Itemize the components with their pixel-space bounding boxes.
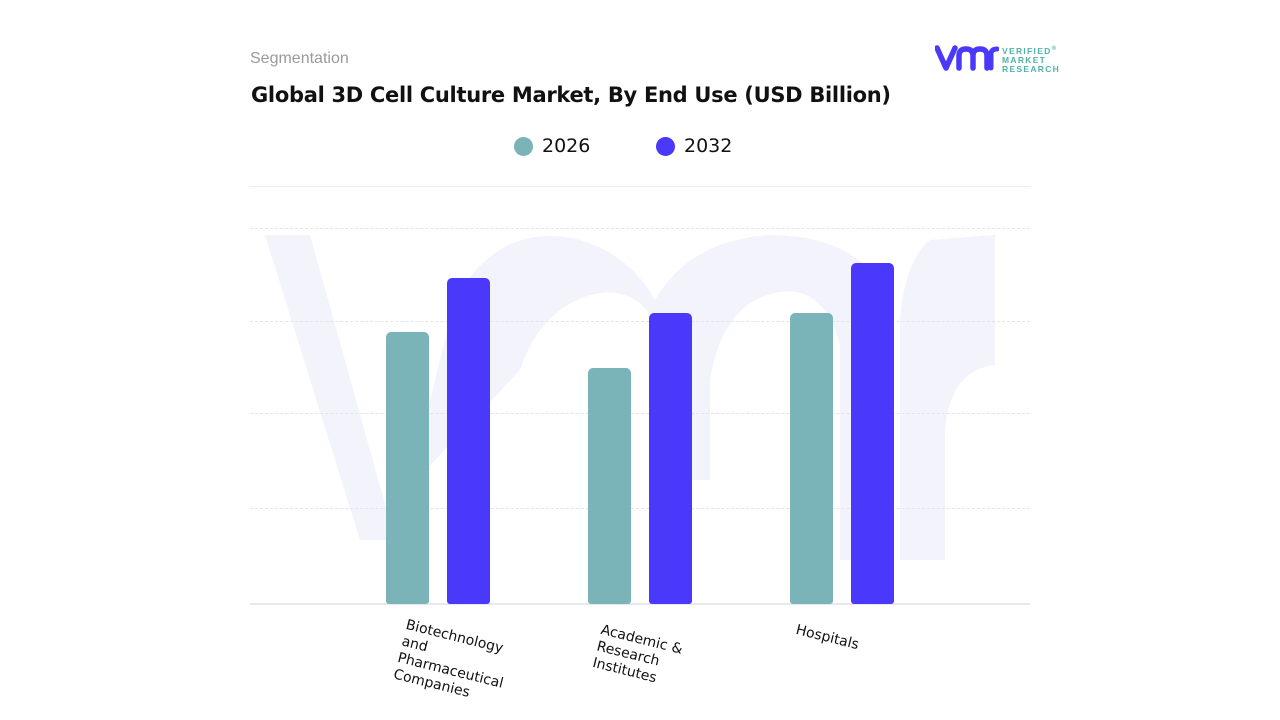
logo-line-research: RESEARCH (1002, 63, 1061, 74)
legend-label-2032: 2032 (684, 135, 733, 157)
logo-line-verified: VERIFIED (1002, 45, 1052, 56)
gridline (250, 228, 1030, 229)
legend-item-2026[interactable]: 2026 (514, 135, 590, 157)
gridline-top (250, 186, 1030, 187)
bar-academic-2026[interactable] (588, 368, 631, 604)
vmr-logo-icon (934, 45, 1000, 71)
bar-biotech-2026[interactable] (386, 332, 429, 604)
logo-text: VERIFIED® MARKET RESEARCH (1002, 45, 1060, 74)
gridline (250, 413, 1030, 414)
bar-hospitals-2026[interactable] (790, 313, 833, 604)
vmr-logo: VERIFIED® MARKET RESEARCH (934, 44, 1065, 76)
legend-item-2032[interactable]: 2032 (656, 135, 732, 157)
legend-dot-2032-icon (656, 136, 675, 156)
logo-line-market: MARKET (1002, 54, 1047, 65)
legend-label-2026: 2026 (542, 135, 591, 157)
bar-hospitals-2032[interactable] (851, 263, 894, 604)
legend-dot-2026-icon (514, 136, 533, 156)
vmr-watermark-icon (265, 235, 995, 560)
x-label-academic: Academic & Research Institutes (590, 622, 685, 687)
gridline (250, 321, 1030, 322)
chart-legend: 2026 2032 (0, 135, 1280, 161)
gridline (250, 508, 1030, 509)
x-label-hospitals: Hospitals (794, 622, 861, 654)
bar-biotech-2032[interactable] (447, 278, 490, 604)
plot-area (250, 180, 1030, 610)
bar-academic-2032[interactable] (649, 313, 692, 604)
chart-title: Global 3D Cell Culture Market, By End Us… (251, 83, 891, 107)
x-label-biotech: Biotechnology and Pharmaceutical Compani… (391, 617, 505, 701)
segmentation-subtitle: Segmentation (250, 50, 349, 67)
registered-mark: ® (1051, 46, 1058, 52)
x-axis-baseline (250, 603, 1030, 605)
